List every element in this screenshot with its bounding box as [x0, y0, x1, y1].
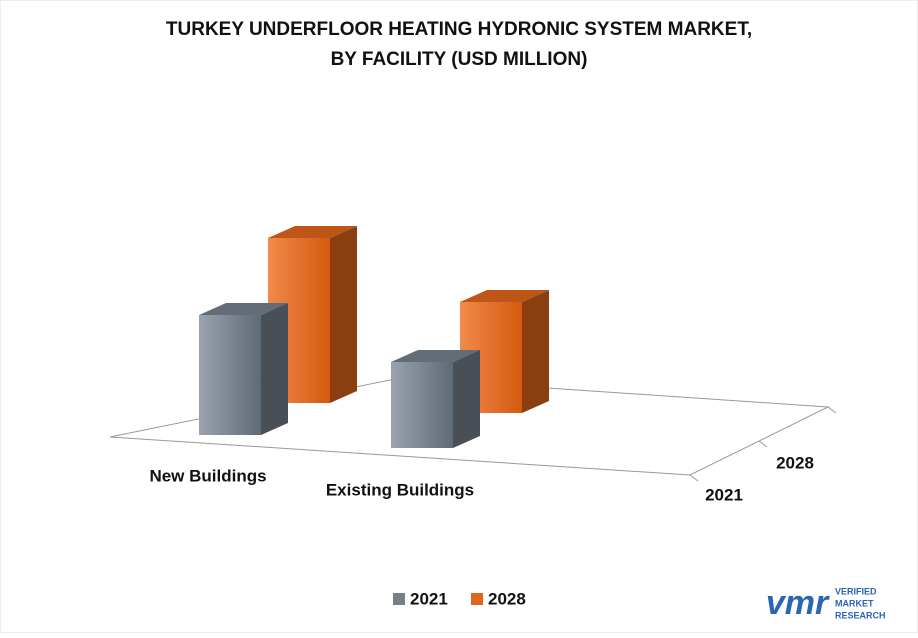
depth-label: 2028	[776, 453, 814, 472]
bars	[199, 226, 549, 448]
legend-label: 2028	[488, 589, 526, 608]
bar-front	[199, 315, 261, 435]
legend-swatch	[393, 593, 405, 605]
chart-title: TURKEY UNDERFLOOR HEATING HYDRONIC SYSTE…	[166, 19, 752, 40]
bar-top	[391, 350, 480, 362]
bar-side	[522, 290, 549, 413]
depth-tick	[689, 474, 699, 482]
category-label: New Buildings	[149, 466, 266, 485]
bar-side	[261, 303, 288, 435]
bar	[460, 290, 549, 413]
bar-top	[268, 226, 357, 238]
bar-side	[330, 226, 357, 403]
logo-mark: vmr	[766, 584, 830, 622]
bar-top	[199, 303, 288, 315]
bar-side	[453, 350, 480, 448]
depth-label: 2021	[705, 485, 743, 504]
logo-text: RESEARCH	[835, 610, 886, 620]
logo: vmr VERIFIED MARKET RESEARCH	[766, 584, 886, 622]
chart-subtitle: BY FACILITY (USD MILLION)	[331, 49, 588, 70]
legend-label: 2021	[410, 589, 448, 608]
logo-text: VERIFIED	[835, 586, 877, 596]
bar	[391, 350, 480, 448]
depth-tick	[758, 440, 768, 448]
bar-top	[460, 290, 549, 302]
logo-text: MARKET	[835, 598, 874, 608]
legend: 2021 2028	[393, 589, 526, 608]
legend-swatch	[471, 593, 483, 605]
category-label: Existing Buildings	[326, 480, 474, 499]
bar	[199, 303, 288, 435]
bar-front	[391, 362, 453, 448]
depth-tick	[827, 406, 837, 414]
